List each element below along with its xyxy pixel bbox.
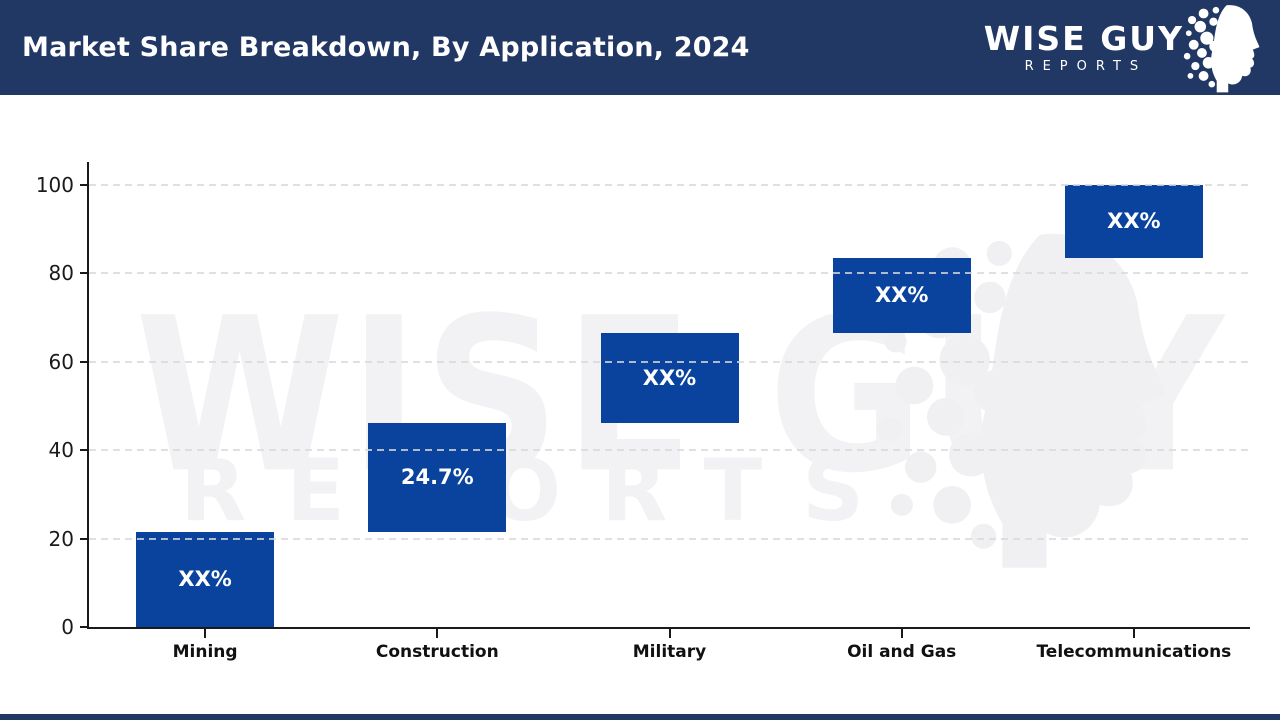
y-tick-label: 100: [35, 173, 74, 197]
x-tick-mark: [436, 629, 439, 638]
y-tick-label: 80: [48, 261, 74, 286]
y-tick-mark: [80, 360, 89, 363]
logo-wordmark: WISE GUY: [983, 18, 1184, 58]
bar-value-label: XX%: [642, 365, 697, 390]
y-tick-label: 60: [48, 349, 74, 374]
bar-telecommunications: XX%: [1064, 185, 1203, 258]
x-axis-label-3: Oil and Gas: [847, 642, 957, 662]
y-tick-mark: [80, 449, 89, 452]
bar-value-label: XX%: [178, 567, 232, 592]
wiseguy-logo: WISE GUY REPORTS: [984, 2, 1262, 94]
bar-value-label: 24.7%: [400, 465, 474, 490]
y-tick-label: 0: [61, 615, 74, 639]
bar-construction: 24.7%: [368, 422, 507, 532]
gridline-20: [89, 537, 1250, 540]
x-axis: [87, 627, 1250, 629]
x-tick-mark: [1132, 629, 1135, 638]
x-axis-label-1: Construction: [375, 642, 499, 662]
y-tick-mark: [80, 184, 89, 186]
bar-military: XX%: [600, 333, 739, 423]
y-tick-label: 20: [48, 526, 74, 551]
x-axis-label-2: Military: [632, 642, 707, 662]
bar-mining: XX%: [136, 531, 275, 627]
bar-oil-and-gas: XX%: [832, 257, 971, 334]
gridline-80: [89, 272, 1250, 275]
gridline-40: [89, 449, 1250, 452]
y-tick-mark: [80, 537, 89, 540]
header-bar: Market Share Breakdown, By Application, …: [0, 0, 1280, 95]
wiseguy-logo-text: WISE GUY REPORTS: [984, 22, 1184, 74]
gridline-100: [89, 184, 1250, 186]
x-axis-label-0: Mining: [172, 642, 238, 662]
bar-value-label: XX%: [874, 283, 929, 308]
x-tick-mark: [668, 629, 671, 638]
x-tick-mark: [204, 629, 207, 638]
x-axis-label-4: Telecommunications: [1036, 642, 1232, 662]
wiseguy-head-icon: [1183, 4, 1260, 92]
footer-bar: [0, 714, 1280, 720]
x-tick-mark: [900, 629, 903, 638]
page-title: Market Share Breakdown, By Application, …: [22, 32, 750, 63]
logo-subtitle: REPORTS: [1024, 58, 1148, 74]
y-tick-mark: [80, 626, 89, 628]
bar-value-label: XX%: [1107, 209, 1161, 234]
gridline-60: [89, 360, 1250, 363]
y-tick-mark: [80, 272, 89, 275]
watermark-subtitle: REPORTS: [180, 441, 905, 541]
y-axis: [87, 162, 89, 629]
y-tick-label: 40: [48, 438, 74, 463]
